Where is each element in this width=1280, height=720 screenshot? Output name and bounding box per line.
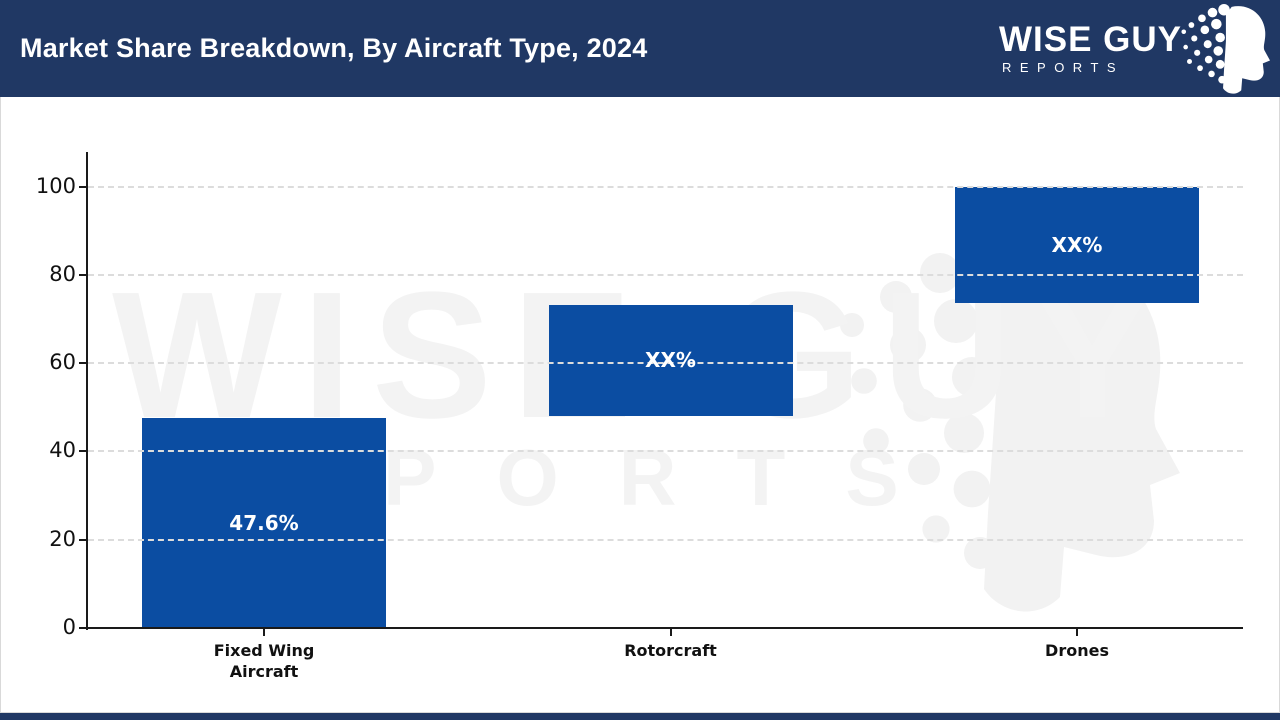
footer-bar: [0, 713, 1280, 720]
bar-value-label: XX%: [645, 348, 696, 373]
brand-logo: WISE GUY REPORTS: [999, 0, 1272, 97]
x-category-label-line: Aircraft: [229, 662, 299, 681]
y-tick-mark-60: [79, 362, 86, 365]
x-tick-mark-2: [669, 629, 672, 636]
bar-value-label: 47.6%: [229, 510, 299, 535]
y-tick-mark-40: [79, 450, 86, 453]
bar-value-label: XX%: [1051, 232, 1103, 257]
gridline-80: [88, 273, 1243, 276]
brand-face-icon: [1181, 3, 1270, 94]
footer-divider: [0, 712, 1280, 713]
x-tick-mark-1: [263, 629, 265, 636]
x-axis-line: [86, 627, 1243, 629]
bar-drones: [955, 186, 1199, 304]
y-tick-mark-0: [79, 627, 86, 629]
brand-text: WISE GUY REPORTS: [999, 22, 1182, 75]
bar-rotorcraft: [548, 304, 793, 416]
header: Market Share Breakdown, By Aircraft Type…: [0, 0, 1280, 97]
x-category-label: Drones: [927, 640, 1227, 661]
y-tick-label-40: 40: [49, 438, 76, 463]
gridline-20: [88, 538, 1243, 541]
gridline-60: [88, 362, 1243, 365]
x-category-label: Rotorcraft: [521, 640, 821, 661]
y-axis-line: [86, 152, 88, 630]
gridline-40: [88, 450, 1243, 453]
y-tick-label-60: 60: [49, 350, 76, 375]
y-tick-label-20: 20: [49, 526, 76, 551]
y-tick-label-100: 100: [35, 173, 76, 198]
y-tick-mark-80: [79, 273, 86, 276]
brand-tagline: REPORTS: [1001, 60, 1125, 75]
x-category-label-line: Drones: [1045, 641, 1109, 660]
brand-name: WISE GUY: [998, 20, 1182, 59]
bar-fixed-wing-aircraft: [142, 417, 386, 628]
x-category-label-line: Rotorcraft: [624, 641, 717, 660]
page-title: Market Share Breakdown, By Aircraft Type…: [20, 33, 648, 63]
y-tick-label-80: 80: [49, 261, 76, 286]
y-tick-mark-20: [79, 538, 86, 541]
gridline-100: [88, 185, 1243, 188]
y-tick-label-0: 0: [62, 615, 76, 639]
x-category-label-line: Fixed Wing: [213, 641, 315, 660]
x-tick-mark-3: [1076, 629, 1078, 636]
y-tick-mark-100: [79, 185, 86, 188]
left-border: [0, 97, 1, 713]
x-category-label: Fixed Wing Aircraft: [114, 640, 414, 682]
